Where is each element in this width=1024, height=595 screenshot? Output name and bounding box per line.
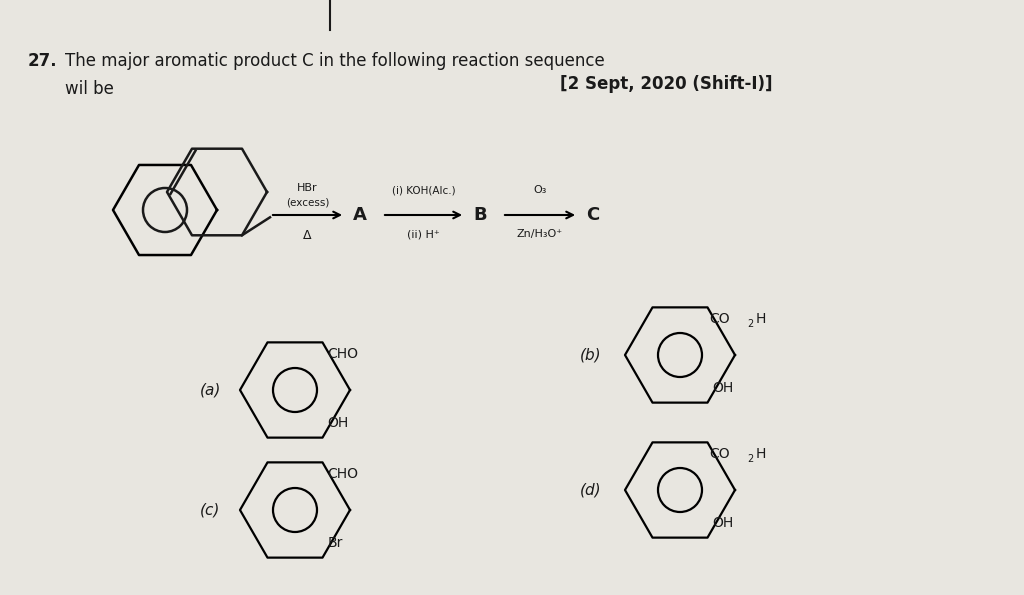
Text: OH: OH <box>328 416 349 430</box>
Text: wil be: wil be <box>65 80 114 98</box>
Text: OH: OH <box>713 516 734 530</box>
Text: (i) KOH(Alc.): (i) KOH(Alc.) <box>392 185 456 195</box>
Text: (a): (a) <box>200 383 221 397</box>
Text: (b): (b) <box>580 347 602 362</box>
Text: [2 Sept, 2020 (Shift-I)]: [2 Sept, 2020 (Shift-I)] <box>560 75 772 93</box>
Text: Δ: Δ <box>303 229 311 242</box>
Text: CO: CO <box>710 312 730 327</box>
Text: 2: 2 <box>748 455 754 464</box>
Text: H: H <box>756 312 766 327</box>
Text: HBr: HBr <box>297 183 317 193</box>
Text: B: B <box>473 206 486 224</box>
Text: (ii) H⁺: (ii) H⁺ <box>408 229 440 239</box>
Text: O₃: O₃ <box>534 185 547 195</box>
Text: CHO: CHO <box>328 347 358 361</box>
Text: A: A <box>353 206 367 224</box>
Text: (d): (d) <box>580 483 602 497</box>
Text: 2: 2 <box>748 320 754 330</box>
Text: (excess): (excess) <box>286 197 329 207</box>
Text: The major aromatic product C in the following reaction sequence: The major aromatic product C in the foll… <box>65 52 605 70</box>
Text: CHO: CHO <box>328 467 358 481</box>
Text: C: C <box>586 206 599 224</box>
Text: 27.: 27. <box>28 52 57 70</box>
Text: H: H <box>756 447 766 461</box>
Text: (c): (c) <box>200 503 220 518</box>
Text: Br: Br <box>328 536 343 550</box>
Text: Zn/H₃O⁺: Zn/H₃O⁺ <box>517 229 563 239</box>
Text: OH: OH <box>713 381 734 394</box>
Text: CO: CO <box>710 447 730 461</box>
